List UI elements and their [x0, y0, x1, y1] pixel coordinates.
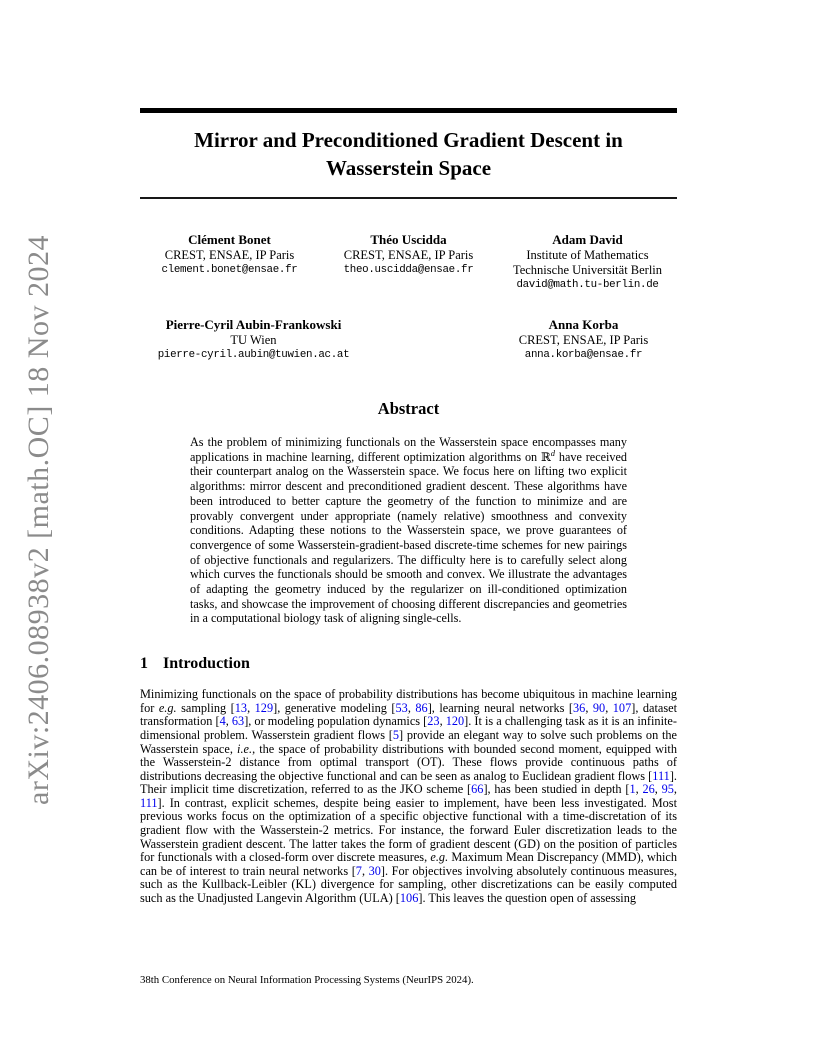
author-name: Théo Uscidda: [370, 232, 447, 247]
author-email: theo.uscidda@ensae.fr: [343, 264, 474, 276]
paper-title: Mirror and Preconditioned Gradient Desce…: [194, 128, 623, 180]
citation-link[interactable]: 86: [415, 700, 428, 715]
citation-link[interactable]: 120: [445, 714, 465, 729]
citation-link[interactable]: 90: [592, 700, 606, 715]
author-affiliation: CREST, ENSAE, IP Paris: [518, 333, 649, 347]
citation-link[interactable]: 7: [355, 863, 362, 878]
citation-link[interactable]: 111: [140, 795, 158, 810]
author-affiliation: CREST, ENSAE, IP Paris: [343, 248, 474, 262]
citation-link[interactable]: 66: [471, 782, 484, 797]
author-name: Pierre-Cyril Aubin-Frankowski: [165, 317, 342, 332]
author-affiliation: Technische Universität Berlin: [512, 263, 663, 277]
author-email: clement.bonet@ensae.fr: [161, 264, 298, 276]
paper-body: Mirror and Preconditioned Gradient Desce…: [140, 0, 677, 906]
citation-link[interactable]: 53: [395, 700, 408, 715]
abstract-heading: Abstract: [377, 399, 440, 418]
citation-link[interactable]: 36: [573, 700, 586, 715]
section-title: Introduction: [163, 655, 250, 673]
citation-link[interactable]: 63: [231, 714, 245, 729]
author-name: Anna Korba: [548, 317, 619, 332]
author-row-1: Clément Bonet CREST, ENSAE, IP Paris cle…: [140, 232, 677, 293]
author-affiliation: CREST, ENSAE, IP Paris: [164, 248, 295, 262]
author-name: Adam David: [552, 232, 623, 247]
citation-link[interactable]: 95: [661, 782, 674, 797]
author-block: Clément Bonet CREST, ENSAE, IP Paris cle…: [140, 232, 319, 293]
citation-link[interactable]: 26: [642, 782, 655, 797]
author-email: pierre-cyril.aubin@tuwien.ac.at: [157, 349, 350, 361]
intro-paragraph: Minimizing functionals on the space of p…: [140, 687, 678, 906]
footer-note: 38th Conference on Neural Information Pr…: [140, 974, 474, 986]
author-block: Adam David Institute of Mathematics Tech…: [498, 232, 677, 293]
arxiv-watermark: arXiv:2406.08938v2 [math.OC] 18 Nov 2024: [22, 235, 55, 805]
citation-link[interactable]: 4: [219, 714, 226, 729]
citation-link[interactable]: 111: [652, 768, 670, 783]
citation-link[interactable]: 13: [234, 700, 248, 715]
blackboard-r-symbol: ℝ: [540, 449, 551, 464]
abstract-text: As the problem of minimizing functionals…: [190, 435, 627, 626]
citation-link[interactable]: 129: [254, 700, 274, 715]
citation-link[interactable]: 5: [392, 727, 400, 742]
citation-link[interactable]: 107: [612, 700, 632, 715]
author-email: anna.korba@ensae.fr: [524, 349, 643, 361]
author-affiliation: Institute of Mathematics: [526, 248, 649, 262]
author-block: Théo Uscidda CREST, ENSAE, IP Paris theo…: [319, 232, 498, 293]
citation-link[interactable]: 23: [427, 714, 440, 729]
author-row-2: Pierre-Cyril Aubin-Frankowski TU Wien pi…: [140, 317, 677, 363]
author-block: Anna Korba CREST, ENSAE, IP Paris anna.k…: [474, 317, 694, 363]
author-email: david@math.tu-berlin.de: [516, 279, 659, 291]
section-heading: 1 Introduction: [140, 655, 677, 673]
citation-link[interactable]: 30: [368, 863, 381, 878]
title-rule: [140, 197, 677, 199]
author-block: Pierre-Cyril Aubin-Frankowski TU Wien pi…: [124, 317, 384, 363]
citation-link[interactable]: 1: [629, 782, 636, 797]
section-number: 1: [140, 655, 148, 673]
citation-link[interactable]: 106: [399, 891, 419, 906]
author-affiliation: TU Wien: [230, 333, 277, 347]
top-rule: [140, 108, 677, 113]
author-name: Clément Bonet: [188, 232, 271, 247]
